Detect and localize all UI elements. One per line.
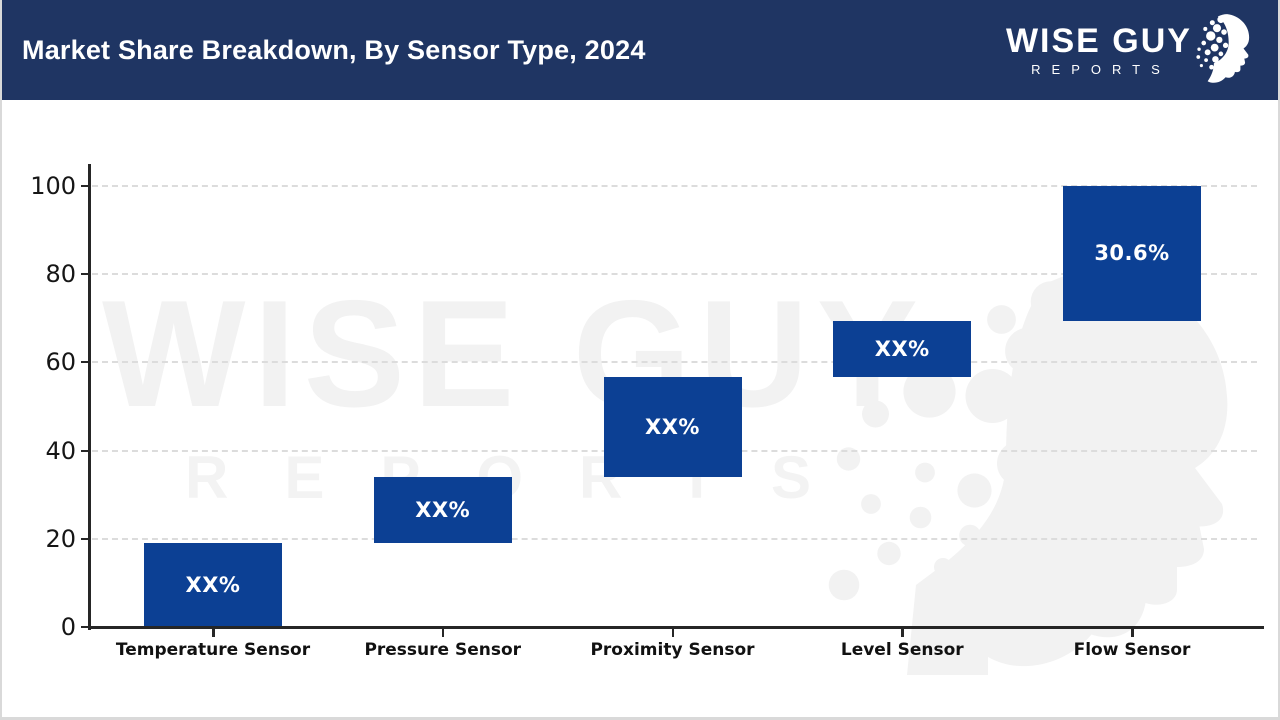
bar-value-label: XX%	[874, 336, 930, 361]
bar: XX%	[144, 543, 282, 627]
bar-value-label: XX%	[645, 414, 700, 439]
bar: XX%	[373, 477, 512, 544]
x-axis-category-label: Level Sensor	[840, 640, 964, 660]
bar: XX%	[833, 320, 972, 377]
x-axis-category-label: Temperature Sensor	[115, 640, 311, 660]
gridline	[92, 537, 1257, 540]
x-axis-tick	[671, 628, 674, 637]
x-axis-spine	[88, 625, 1264, 629]
bar-value-label: XX%	[185, 573, 241, 598]
x-axis-tick	[212, 628, 215, 637]
watermark-wordmark: WISE GUY	[102, 269, 927, 439]
bar-value-label: XX%	[415, 498, 471, 523]
bar-value-label: 30.6%	[1094, 241, 1170, 266]
gridline	[92, 185, 1257, 187]
bar: XX%	[603, 376, 742, 478]
y-axis-tick-label: 100	[30, 172, 76, 200]
y-axis-tick	[81, 449, 90, 452]
y-axis-tick-label: 80	[45, 260, 76, 289]
header-bar: Market Share Breakdown, By Sensor Type, …	[2, 0, 1278, 100]
wise-guy-reports-logo: WISE GUY REPORTS	[1006, 9, 1256, 91]
x-axis-tick	[901, 628, 904, 637]
y-axis-tick	[81, 626, 90, 628]
y-axis-tick-label: 20	[45, 524, 76, 553]
bar: 30.6%	[1063, 186, 1201, 321]
y-axis-tick	[81, 185, 90, 187]
watermark-subtitle: REPORTS	[185, 444, 868, 511]
gridline	[92, 273, 1257, 276]
x-axis-category-label: Pressure Sensor	[364, 640, 522, 660]
y-axis-tick-label: 0	[60, 613, 76, 641]
y-axis-tick	[81, 273, 90, 276]
y-axis-spine	[88, 164, 91, 630]
x-axis-tick	[441, 628, 445, 637]
page-title: Market Share Breakdown, By Sensor Type, …	[22, 34, 646, 65]
y-axis-tick-label: 40	[45, 436, 76, 465]
logo-text: WISE GUY REPORTS	[1006, 24, 1192, 77]
y-axis-tick-label: 60	[45, 348, 76, 377]
x-axis-category-label: Proximity Sensor	[590, 640, 755, 660]
x-axis-category-label: Flow Sensor	[1073, 640, 1191, 660]
x-axis-tick	[1131, 628, 1134, 637]
gridline	[92, 361, 1257, 364]
y-axis-tick	[81, 361, 90, 364]
logo-subtitle: REPORTS	[1031, 61, 1171, 77]
y-axis-tick	[81, 537, 90, 540]
logo-head-profile-icon	[1196, 14, 1250, 83]
logo-wordmark: WISE GUY	[1005, 21, 1192, 60]
